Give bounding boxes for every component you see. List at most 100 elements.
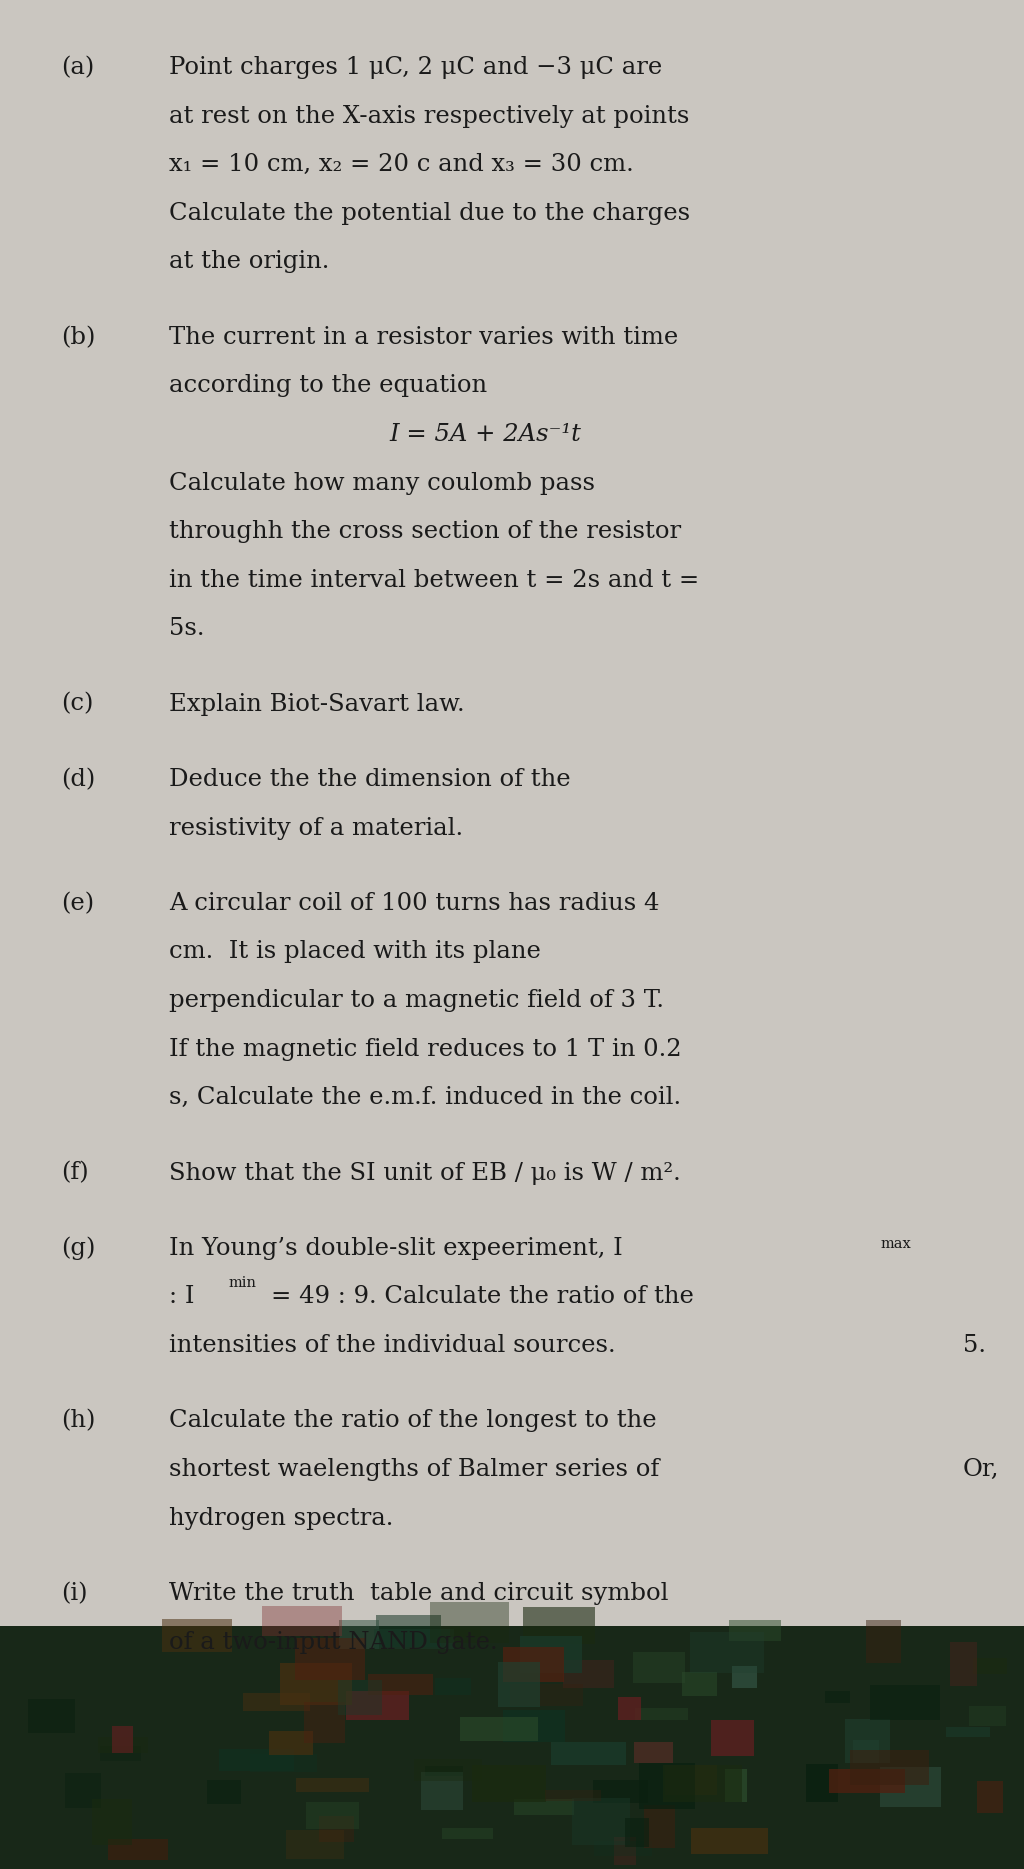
- Bar: [522, 1607, 595, 1645]
- Bar: [682, 1673, 718, 1695]
- Bar: [262, 1605, 342, 1635]
- Text: perpendicular to a magnetic field of 3 T.: perpendicular to a magnetic field of 3 T…: [169, 989, 664, 1013]
- Bar: [376, 1615, 441, 1647]
- Text: : I: : I: [169, 1286, 195, 1308]
- Text: If the magnetic field reduces to 1 T in 0.2: If the magnetic field reduces to 1 T in …: [169, 1037, 682, 1062]
- Text: shortest waelengths of Balmer series of: shortest waelengths of Balmer series of: [169, 1458, 659, 1480]
- Bar: [304, 1703, 345, 1742]
- Bar: [974, 1658, 1007, 1675]
- Text: Show that the SI unit of EB / μ₀ is W / m².: Show that the SI unit of EB / μ₀ is W / …: [169, 1163, 681, 1185]
- Bar: [339, 1620, 379, 1648]
- Bar: [625, 1819, 649, 1847]
- Bar: [644, 1805, 675, 1848]
- Bar: [634, 1652, 685, 1682]
- Bar: [346, 1691, 409, 1719]
- Bar: [711, 1719, 755, 1755]
- Bar: [219, 1749, 294, 1770]
- Bar: [450, 1626, 481, 1637]
- Text: Calculate how many coulomb pass: Calculate how many coulomb pass: [169, 471, 595, 495]
- Text: (e): (e): [61, 892, 94, 916]
- Text: x₁ = 10 cm, x₂ = 20 c and x₃ = 30 cm.: x₁ = 10 cm, x₂ = 20 c and x₃ = 30 cm.: [169, 153, 634, 176]
- Text: at rest on the X-axis respectively at points: at rest on the X-axis respectively at po…: [169, 105, 689, 127]
- Bar: [296, 1777, 369, 1792]
- Text: cm.  It is placed with its plane: cm. It is placed with its plane: [169, 940, 541, 964]
- Bar: [639, 1762, 695, 1809]
- Bar: [28, 1699, 75, 1733]
- Bar: [503, 1710, 565, 1742]
- Bar: [112, 1727, 133, 1753]
- Bar: [208, 1779, 241, 1804]
- Text: (h): (h): [61, 1409, 96, 1432]
- Bar: [977, 1781, 1004, 1813]
- Text: I = 5A + 2As⁻¹t: I = 5A + 2As⁻¹t: [389, 422, 581, 447]
- Text: s, Calculate the e.m.f. induced in the coil.: s, Calculate the e.m.f. induced in the c…: [169, 1086, 681, 1110]
- Bar: [414, 1759, 482, 1781]
- Bar: [945, 1727, 989, 1736]
- Text: throughh the cross section of the resistor: throughh the cross section of the resist…: [169, 520, 681, 544]
- Text: hydrogen spectra.: hydrogen spectra.: [169, 1506, 393, 1529]
- Text: 5.: 5.: [963, 1334, 985, 1357]
- Bar: [829, 1770, 905, 1792]
- Bar: [338, 1680, 382, 1716]
- Bar: [472, 1764, 547, 1802]
- Text: (g): (g): [61, 1237, 96, 1260]
- Bar: [519, 1635, 582, 1673]
- Bar: [162, 1619, 231, 1652]
- Bar: [806, 1764, 838, 1802]
- Bar: [498, 1662, 540, 1706]
- Text: Or,: Or,: [963, 1458, 999, 1480]
- Bar: [725, 1768, 746, 1802]
- Bar: [100, 1746, 141, 1761]
- Bar: [572, 1798, 631, 1845]
- Text: Write the truth  table and circuit symbol: Write the truth table and circuit symbol: [169, 1581, 669, 1605]
- Bar: [250, 1755, 317, 1772]
- Text: = 49 : 9. Calculate the ratio of the: = 49 : 9. Calculate the ratio of the: [271, 1286, 694, 1308]
- Bar: [870, 1686, 940, 1719]
- Bar: [853, 1740, 880, 1762]
- Bar: [514, 1798, 574, 1815]
- Bar: [866, 1620, 901, 1663]
- Bar: [425, 1766, 464, 1776]
- Text: intensities of the individual sources.: intensities of the individual sources.: [169, 1334, 615, 1357]
- Bar: [824, 1691, 850, 1703]
- Bar: [430, 1602, 509, 1643]
- Bar: [563, 1660, 614, 1688]
- Bar: [845, 1719, 890, 1762]
- Bar: [595, 1841, 652, 1856]
- Bar: [66, 1774, 100, 1809]
- Bar: [552, 1742, 627, 1764]
- Text: of a two-input NAND gate.: of a two-input NAND gate.: [169, 1630, 498, 1654]
- Bar: [460, 1718, 539, 1740]
- Bar: [368, 1675, 432, 1695]
- FancyBboxPatch shape: [0, 1626, 1024, 1869]
- Text: 5s.: 5s.: [169, 617, 205, 641]
- Bar: [435, 1678, 471, 1695]
- Bar: [949, 1643, 977, 1686]
- Bar: [691, 1828, 768, 1854]
- Bar: [374, 1630, 454, 1648]
- Bar: [690, 1632, 764, 1673]
- Text: (b): (b): [61, 325, 96, 350]
- Bar: [109, 1839, 168, 1860]
- Bar: [663, 1766, 741, 1802]
- Bar: [280, 1663, 352, 1705]
- Bar: [665, 1764, 717, 1794]
- Text: The current in a resistor varies with time: The current in a resistor varies with ti…: [169, 325, 678, 350]
- Text: max: max: [881, 1237, 911, 1250]
- Text: in the time interval between t = 2s and t =: in the time interval between t = 2s and …: [169, 568, 699, 592]
- Bar: [510, 1684, 584, 1706]
- Text: Explain Biot-Savart law.: Explain Biot-Savart law.: [169, 693, 465, 716]
- Bar: [243, 1693, 310, 1712]
- Bar: [306, 1802, 359, 1830]
- Bar: [295, 1637, 365, 1680]
- Text: Deduce the the dimension of the: Deduce the the dimension of the: [169, 768, 570, 791]
- Bar: [729, 1620, 781, 1641]
- Text: In Young’s double-slit expeeriment, I: In Young’s double-slit expeeriment, I: [169, 1237, 623, 1260]
- Text: min: min: [228, 1277, 256, 1290]
- Text: Calculate the potential due to the charges: Calculate the potential due to the charg…: [169, 202, 690, 224]
- Text: (d): (d): [61, 768, 95, 791]
- Text: resistivity of a material.: resistivity of a material.: [169, 817, 463, 839]
- Text: according to the equation: according to the equation: [169, 374, 487, 398]
- Bar: [98, 1738, 147, 1753]
- Text: (i): (i): [61, 1581, 88, 1605]
